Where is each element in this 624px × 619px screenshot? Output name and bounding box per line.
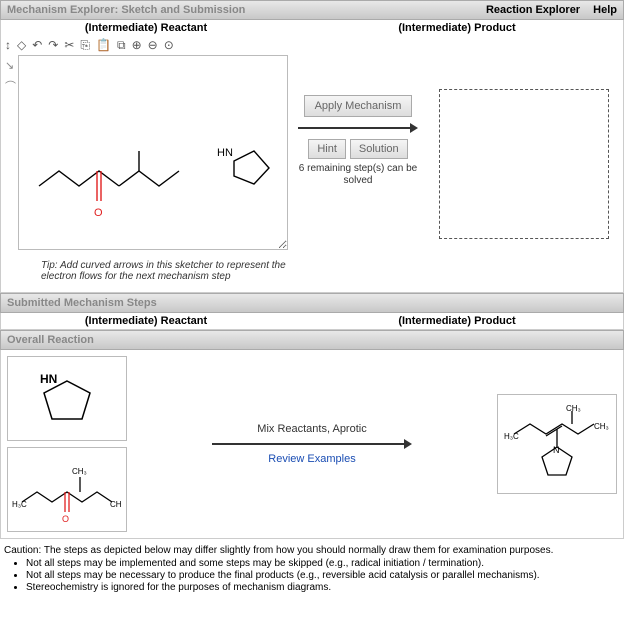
o-label-2: O	[62, 514, 69, 524]
product-enamine: H₃C CH₃ CH₃ N	[497, 394, 617, 494]
ch3-label-1: CH₃	[72, 467, 87, 476]
n-label: N	[553, 445, 560, 455]
action-column: Apply Mechanism Hint Solution 6 remainin…	[288, 55, 428, 187]
h3c-label-2: H₃C	[504, 432, 519, 441]
overall-header: Overall Reaction	[0, 330, 624, 350]
solution-button[interactable]: Solution	[350, 139, 408, 159]
submitted-product-label: (Intermediate) Product	[291, 315, 623, 327]
submitted-title: Submitted Mechanism Steps	[7, 297, 157, 309]
submitted-section: (Intermediate) Reactant (Intermediate) P…	[0, 313, 624, 330]
tool-move-icon[interactable]: ↕	[5, 38, 11, 53]
tool-zoomreset-icon[interactable]: ⊙	[164, 38, 174, 53]
side-curve-icon[interactable]: ⌒	[5, 78, 16, 94]
submitted-reactant-label: (Intermediate) Reactant	[1, 315, 291, 327]
review-examples-link[interactable]: Review Examples	[268, 453, 355, 465]
caution-item-1: Not all steps may be implemented and som…	[26, 558, 620, 569]
tool-redo-icon[interactable]: ↷	[48, 38, 58, 53]
caution-item-2: Not all steps may be necessary to produc…	[26, 570, 620, 581]
main-header: Mechanism Explorer: Sketch and Submissio…	[0, 0, 624, 20]
caution-item-3: Stereochemistry is ignored for the purpo…	[26, 582, 620, 593]
column-labels: (Intermediate) Reactant (Intermediate) P…	[1, 20, 623, 36]
tool-zoomfit-icon[interactable]: ⧉	[117, 38, 126, 53]
reaction-conditions: Mix Reactants, Aprotic	[257, 423, 366, 435]
sketch-canvas[interactable]: O HN	[18, 55, 288, 250]
overall-section: HN O CH₃ CH₃ H₃C Mix R	[0, 350, 624, 539]
ch3-label-2: CH₃	[110, 500, 122, 509]
reaction-explorer-link[interactable]: Reaction Explorer	[486, 4, 580, 16]
reaction-arrow-icon	[298, 123, 418, 133]
ch3-label-4: CH₃	[566, 404, 581, 413]
overall-reactants: HN O CH₃ CH₃ H₃C	[7, 356, 127, 532]
tool-paste-icon[interactable]: 📋	[96, 38, 111, 53]
overall-product-area: H₃C CH₃ CH₃ N	[497, 394, 617, 494]
product-area	[428, 55, 619, 239]
overall-middle: Mix Reactants, Aprotic Review Examples	[127, 423, 497, 465]
product-drop-target[interactable]	[439, 89, 609, 239]
hn-label-2: HN	[40, 372, 57, 386]
reactant-label: (Intermediate) Reactant	[1, 22, 291, 34]
caution-lead: Caution: The steps as depicted below may…	[4, 545, 620, 556]
product-label: (Intermediate) Product	[291, 22, 623, 34]
reactant-pyrrolidine: HN	[7, 356, 127, 441]
sketch-section: (Intermediate) Reactant (Intermediate) P…	[0, 20, 624, 293]
tool-zoomout-icon[interactable]: ⊖	[148, 38, 158, 53]
tool-zoomin-icon[interactable]: ⊕	[132, 38, 142, 53]
sketch-toolbar: ↕ ◇ ↶ ↷ ✂ ⎘ 📋 ⧉ ⊕ ⊖ ⊙	[1, 36, 623, 55]
tool-undo-icon[interactable]: ↶	[32, 38, 42, 53]
help-link[interactable]: Help	[593, 4, 617, 16]
oxygen-label: O	[94, 207, 103, 219]
reactant-ketone: O CH₃ CH₃ H₃C	[7, 447, 127, 532]
tip-text: Tip: Add curved arrows in this sketcher …	[1, 254, 331, 292]
apply-mechanism-button[interactable]: Apply Mechanism	[304, 95, 413, 117]
tool-erase-icon[interactable]: ◇	[17, 38, 26, 53]
reactant-molecule: O HN	[19, 56, 288, 250]
h3c-label-1: H₃C	[12, 500, 27, 509]
hn-label-1: HN	[217, 147, 233, 159]
side-tools: ↘ ⌒	[5, 55, 18, 94]
overall-arrow-icon	[212, 439, 412, 449]
submitted-header: Submitted Mechanism Steps	[0, 293, 624, 313]
tool-copy-icon[interactable]: ⎘	[80, 38, 90, 53]
side-arrow-icon[interactable]: ↘	[5, 59, 16, 72]
header-title: Mechanism Explorer: Sketch and Submissio…	[7, 4, 245, 16]
hint-button[interactable]: Hint	[308, 139, 346, 159]
caution-block: Caution: The steps as depicted below may…	[0, 539, 624, 598]
steps-remaining-status: 6 remaining step(s) can be solved	[288, 163, 428, 187]
overall-title: Overall Reaction	[7, 334, 94, 346]
ch3-label-3: CH₃	[594, 422, 609, 431]
tool-cut-icon[interactable]: ✂	[64, 38, 74, 53]
